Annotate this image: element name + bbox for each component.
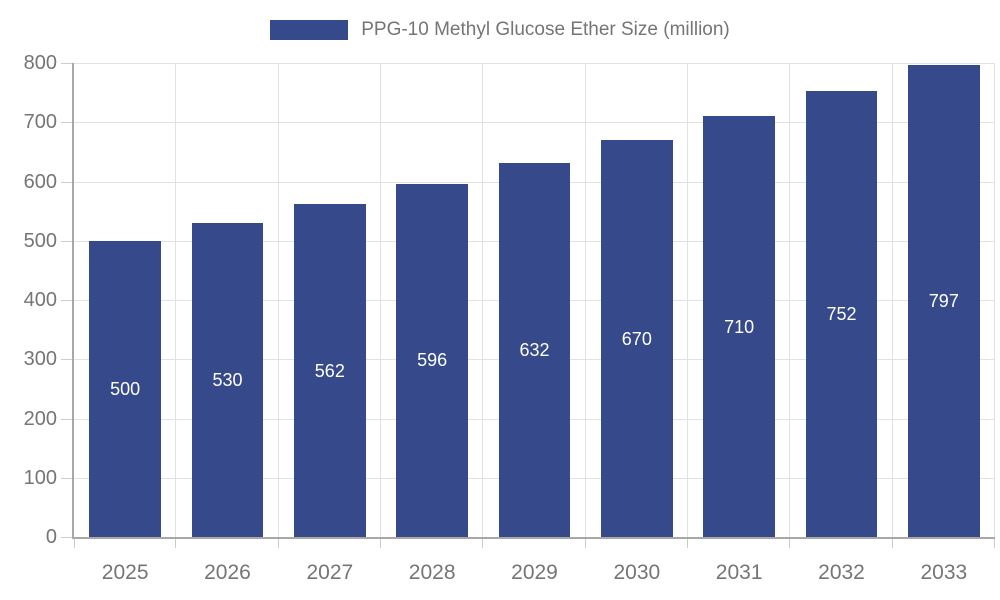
y-axis-tick	[61, 240, 72, 242]
x-axis-tick-label: 2030	[613, 561, 661, 584]
y-axis-tick-label: 400	[23, 289, 57, 311]
bar-2032: 752	[805, 91, 878, 537]
bar-value-label: 596	[417, 350, 448, 371]
plot-area: 500 530 562 596 632 670 710 752 797	[61, 63, 995, 548]
gridline-horizontal	[74, 122, 995, 124]
y-axis-tick-label: 600	[23, 170, 57, 193]
bar-2033: 797	[908, 64, 980, 537]
legend-swatch	[270, 20, 349, 40]
x-axis-tick	[584, 539, 586, 548]
gridline-vertical	[891, 63, 893, 537]
gridline-vertical	[686, 63, 688, 537]
y-axis-tick	[61, 359, 72, 361]
x-axis-tick	[277, 539, 279, 548]
y-axis-tick	[61, 122, 72, 124]
bar-2026: 530	[191, 222, 264, 537]
y-axis-tick-label: 0	[45, 526, 57, 548]
x-axis-tick	[994, 539, 995, 548]
x-axis-tick-label: 2027	[306, 561, 354, 584]
bar-value-label: 562	[314, 360, 345, 381]
gridline-vertical	[175, 63, 177, 537]
gridline-vertical	[789, 63, 791, 537]
x-axis-tick	[379, 539, 381, 548]
x-axis-tick	[175, 539, 177, 548]
bar-value-label: 752	[826, 304, 857, 325]
gridline-vertical	[482, 63, 484, 537]
bar-value-label: 500	[110, 378, 141, 399]
y-axis-tick-label: 100	[23, 466, 57, 489]
y-axis-tick-label: 800	[23, 52, 57, 74]
bar-2031: 710	[703, 116, 775, 537]
x-axis-tick-label: 2033	[920, 561, 968, 584]
x-axis-tick-label: 2025	[101, 561, 149, 584]
x-axis-tick-label: 2029	[511, 561, 558, 584]
gridline-vertical	[379, 63, 381, 537]
gridline-horizontal	[74, 63, 995, 64]
y-axis-tick	[61, 63, 72, 64]
gridline-vertical	[994, 63, 995, 537]
y-axis-tick-label: 200	[23, 407, 57, 430]
x-axis-labels: 2025 2026 2027 2028 2029 2030 2031 2032 2033	[74, 560, 995, 586]
gridline-vertical	[277, 63, 279, 537]
bar-value-label: 632	[519, 339, 550, 360]
gridline-vertical	[584, 63, 586, 537]
bar-value-label: 530	[212, 369, 243, 390]
bar-value-label: 797	[928, 290, 959, 311]
x-axis-tick	[74, 539, 75, 548]
x-axis-tick	[482, 539, 484, 548]
bar-2029: 632	[498, 162, 571, 537]
x-axis-tick-label: 2031	[715, 561, 763, 584]
x-axis-tick	[891, 539, 893, 548]
bar-2027: 562	[294, 204, 366, 537]
bar-value-label: 670	[621, 328, 652, 349]
y-axis-tick-label: 300	[23, 348, 57, 371]
y-axis-tick	[61, 477, 72, 479]
y-axis-tick	[61, 300, 72, 301]
y-axis-tick-label: 500	[23, 229, 57, 252]
x-axis-tick-label: 2026	[204, 561, 251, 584]
y-axis-labels: 0 100 200 300 400 500 600 700 800	[0, 52, 57, 548]
y-axis-tick	[61, 181, 72, 183]
y-axis-tick-label: 700	[23, 111, 57, 134]
x-axis-tick-label: 2032	[818, 561, 865, 584]
y-axis-tick	[61, 418, 72, 420]
legend: PPG-10 Methyl Glucose Ether Size (millio…	[0, 13, 1000, 47]
bar-2028: 596	[396, 183, 468, 537]
legend-label: PPG-10 Methyl Glucose Ether Size (millio…	[361, 19, 730, 40]
bar-2025: 500	[89, 240, 161, 537]
y-axis-tick	[61, 537, 72, 538]
x-axis-tick-label: 2028	[408, 561, 456, 584]
x-axis-tick	[789, 539, 791, 548]
x-axis-tick	[686, 539, 688, 548]
bar-2030: 670	[601, 140, 673, 537]
bar-value-label: 710	[724, 316, 755, 337]
